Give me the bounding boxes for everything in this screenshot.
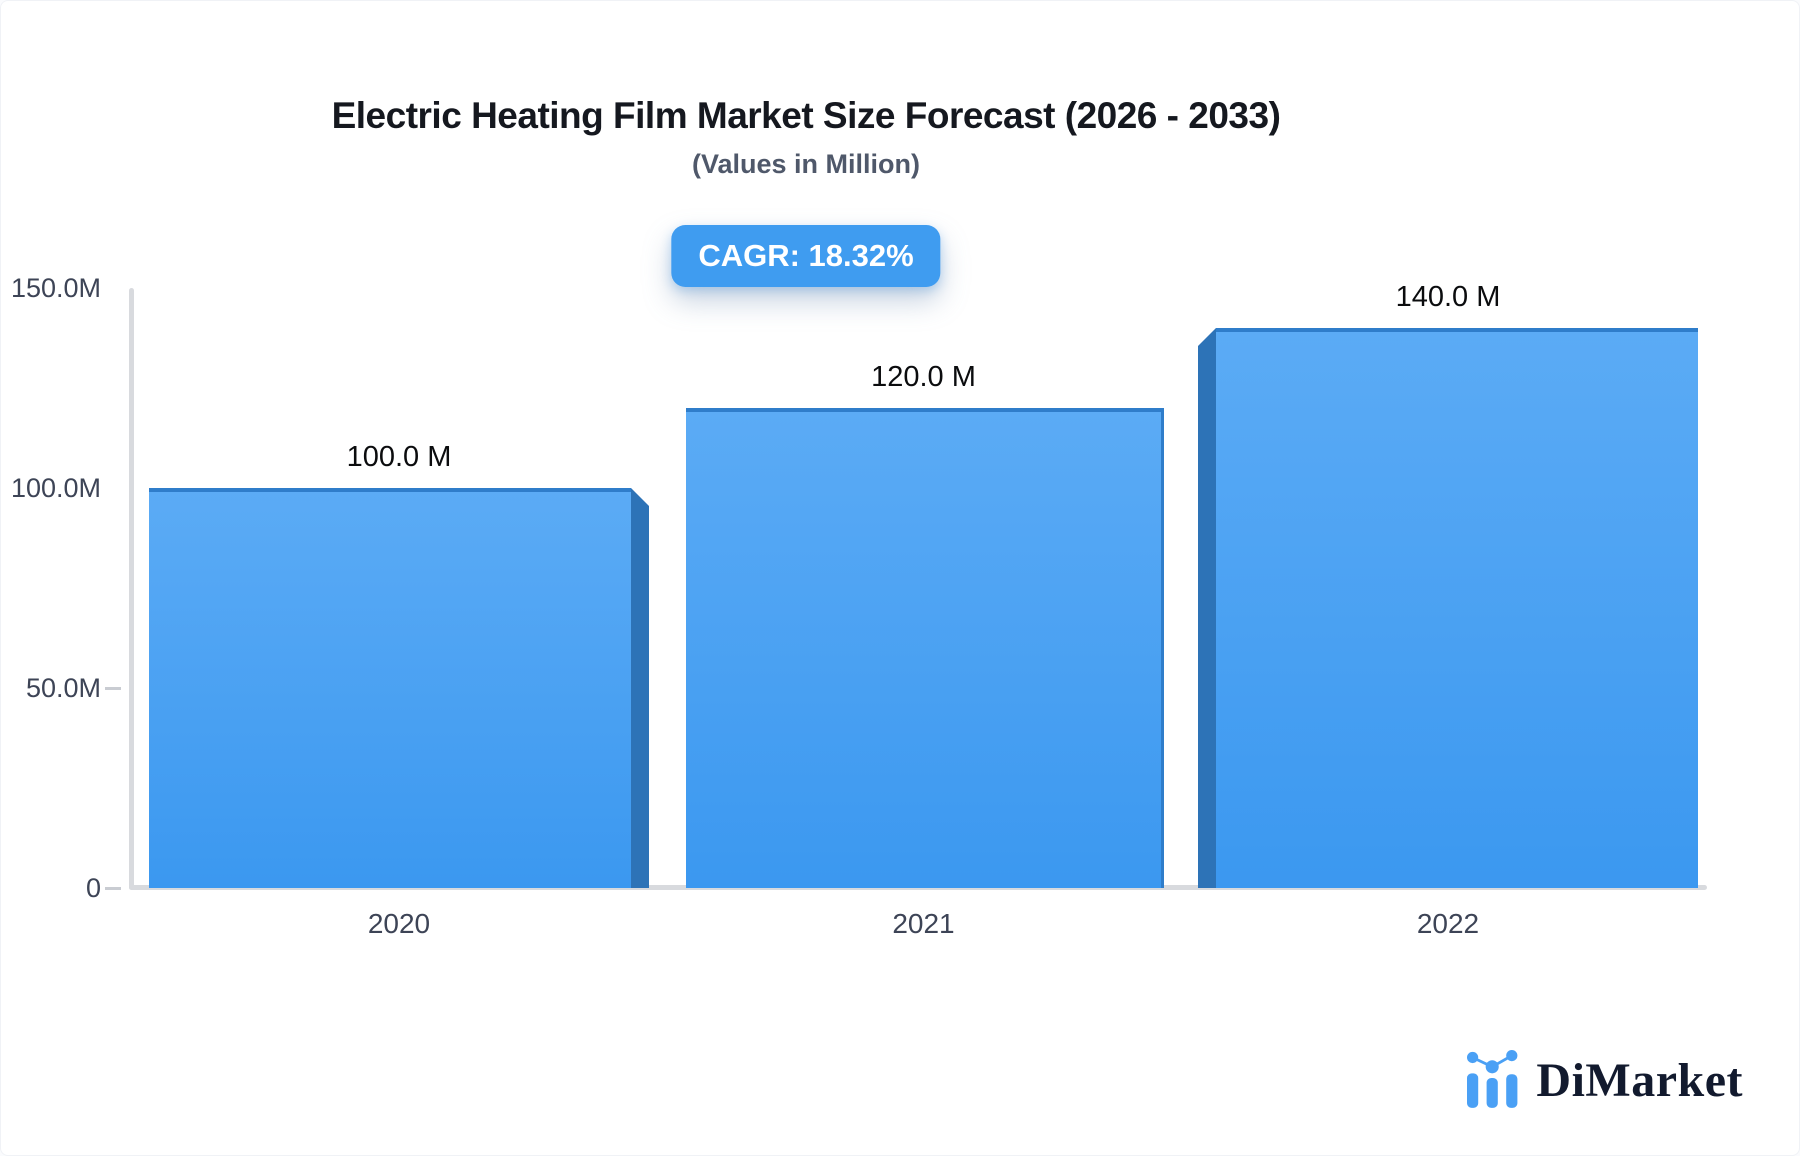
bar-3d-side-2020	[631, 488, 649, 888]
y-tick-label-50.0M: 50.0M	[25, 673, 101, 703]
bar-group-2021: 120.0 M 2021	[674, 288, 1174, 939]
bars-plot-area: 100.0 M 2020 120.0 M 2021 140.0 M 2022	[149, 281, 1698, 939]
x-axis-label-2021: 2021	[892, 908, 955, 939]
bar-group-2020: 100.0 M 2020	[149, 288, 649, 939]
y-tick-label-150.0M: 150.0M	[10, 273, 101, 303]
bar-group-2022: 140.0 M 2022	[1198, 281, 1698, 939]
x-axis-label-2022: 2022	[1416, 908, 1480, 939]
bar-value-label-2020: 100.0 M	[346, 441, 452, 473]
bar-value-label-2021: 120.0 M	[871, 361, 976, 393]
y-tick-label-100.0M: 100.0M	[10, 473, 101, 503]
x-axis-label-2020: 2020	[367, 908, 431, 939]
bar-2022[interactable]	[1216, 328, 1698, 888]
bar-2020[interactable]	[149, 488, 631, 888]
y-tick-dash	[105, 887, 121, 890]
bar-3d-side-2022	[1198, 328, 1216, 888]
dimarket-logo: DiMarket	[1467, 1047, 1743, 1109]
y-tick-dash	[105, 687, 121, 690]
cagr-badge: CAGR: 18.32%	[671, 225, 941, 287]
dimarket-logo-icon	[1467, 1050, 1518, 1108]
bar-value-label-2022: 140.0 M	[1395, 281, 1501, 313]
y-tick-label-0: 0	[85, 873, 101, 903]
bar-2021[interactable]	[685, 408, 1164, 888]
chart-subtitle: (Values in Million)	[691, 149, 921, 179]
chart-title: Electric Heating Film Market Size Foreca…	[331, 95, 1281, 136]
y-axis-line	[129, 288, 134, 890]
dimarket-logo-text: DiMarket	[1536, 1054, 1743, 1107]
